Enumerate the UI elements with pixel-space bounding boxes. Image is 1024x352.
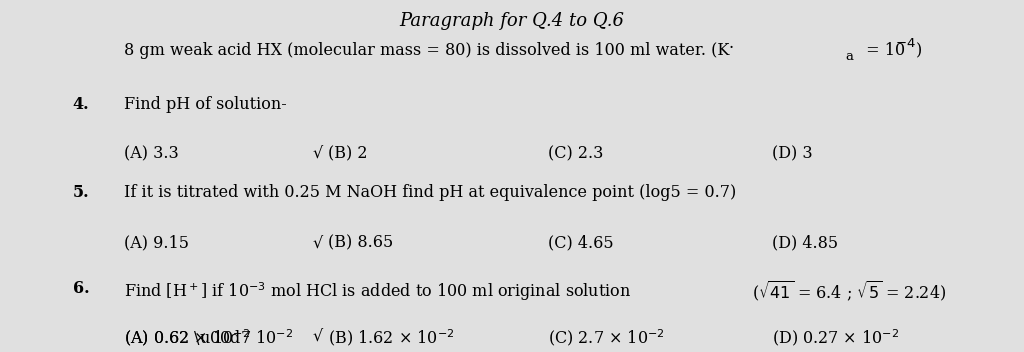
Text: Find [H$^+$] if 10$^{-3}$ mol HCl is added to 100 ml original solution: Find [H$^+$] if 10$^{-3}$ mol HCl is add… <box>124 280 632 303</box>
Text: (B) 2: (B) 2 <box>328 145 368 162</box>
Text: 4.: 4. <box>73 96 89 113</box>
Text: a: a <box>845 50 853 63</box>
Text: (B) 8.65: (B) 8.65 <box>328 234 393 251</box>
Text: .: . <box>728 35 733 52</box>
Text: (A) 0.62 × 10$^{-2}$: (A) 0.62 × 10$^{-2}$ <box>124 327 250 348</box>
Text: (C) 2.7 × 10$^{-2}$: (C) 2.7 × 10$^{-2}$ <box>548 327 665 348</box>
Text: (A) 3.3: (A) 3.3 <box>124 145 178 162</box>
Text: 8 gm weak acid HX (molecular mass = 80) is dissolved is 100 ml water. (K: 8 gm weak acid HX (molecular mass = 80) … <box>124 42 729 59</box>
Text: (A) 0.62 \u00d7 10$^{-2}$: (A) 0.62 \u00d7 10$^{-2}$ <box>124 327 293 348</box>
Text: √: √ <box>313 145 324 162</box>
Text: (C) 2.3: (C) 2.3 <box>548 145 603 162</box>
Text: If it is titrated with 0.25 M NaOH find pH at equivalence point (log5 = 0.7): If it is titrated with 0.25 M NaOH find … <box>124 184 736 201</box>
Text: ): ) <box>915 42 922 59</box>
Text: (D) 3: (D) 3 <box>772 145 813 162</box>
Text: (B) 1.62 × 10$^{-2}$: (B) 1.62 × 10$^{-2}$ <box>328 327 455 348</box>
Text: $-4$: $-4$ <box>895 37 915 50</box>
Text: (D) 4.85: (D) 4.85 <box>772 234 839 251</box>
Text: (D) 0.27 × 10$^{-2}$: (D) 0.27 × 10$^{-2}$ <box>772 327 899 348</box>
Text: √: √ <box>313 234 324 251</box>
Text: (C) 4.65: (C) 4.65 <box>548 234 613 251</box>
Text: ($\sqrt{41}$ = 6.4 ; $\sqrt{5}$ = 2.24): ($\sqrt{41}$ = 6.4 ; $\sqrt{5}$ = 2.24) <box>752 280 946 304</box>
Text: 5.: 5. <box>73 184 89 201</box>
Text: = 10: = 10 <box>861 42 905 59</box>
Text: √: √ <box>313 327 324 344</box>
Text: 6.: 6. <box>73 280 89 297</box>
Text: Paragraph for Q.4 to Q.6: Paragraph for Q.4 to Q.6 <box>399 12 625 30</box>
Text: (A) 9.15: (A) 9.15 <box>124 234 189 251</box>
Text: Find pH of solution-: Find pH of solution- <box>124 96 287 113</box>
